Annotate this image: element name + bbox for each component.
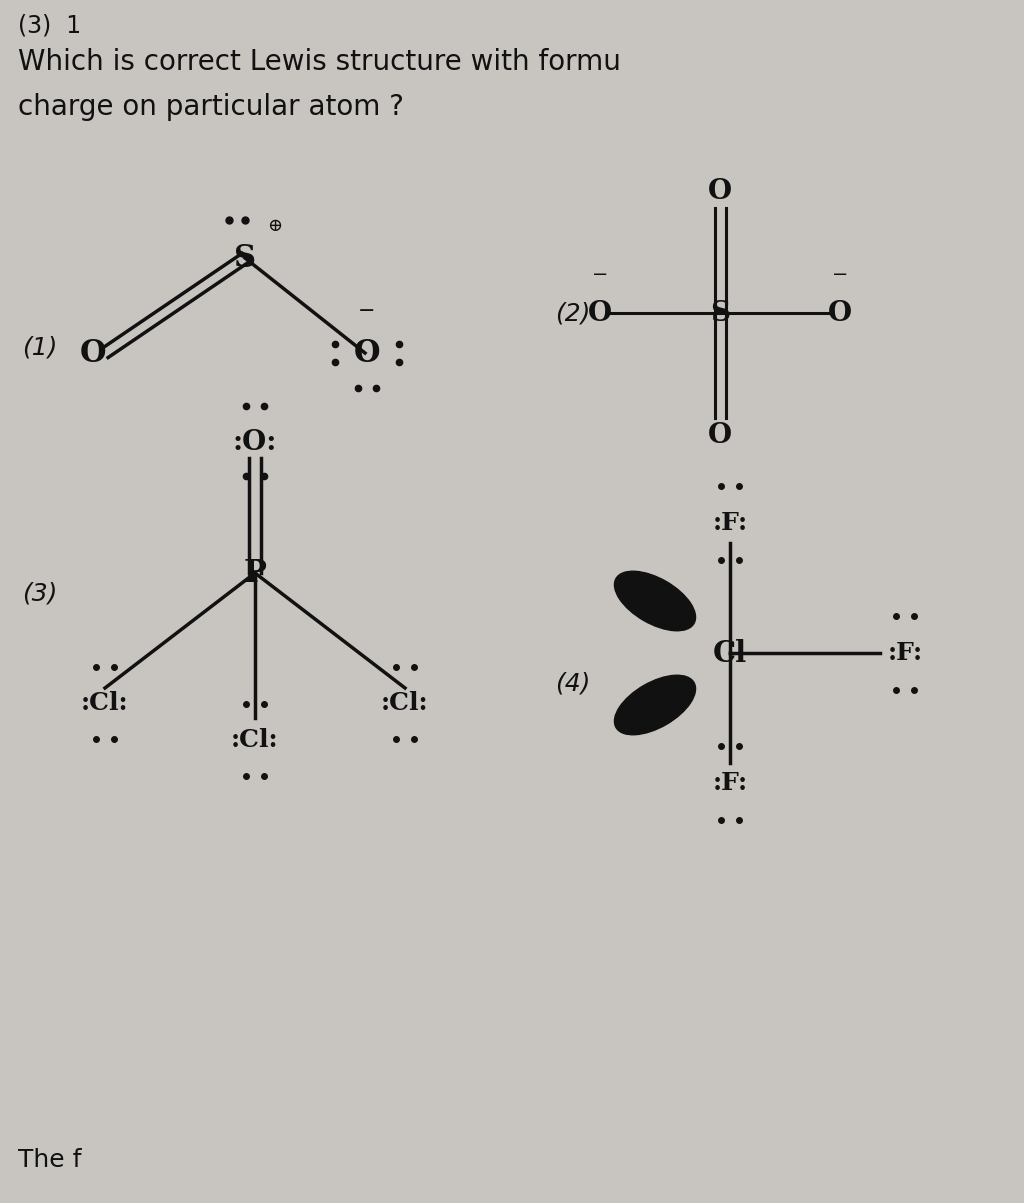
Text: (3): (3) [22, 581, 57, 605]
Text: O: O [828, 300, 852, 326]
Text: −: − [358, 302, 376, 320]
Text: (1): (1) [22, 336, 57, 360]
Text: ⊕: ⊕ [267, 217, 283, 235]
Text: S: S [233, 243, 256, 273]
Ellipse shape [614, 571, 695, 630]
Text: (2): (2) [555, 301, 591, 325]
Text: :F:: :F: [888, 641, 923, 665]
Text: O: O [708, 178, 732, 205]
Text: The f: The f [18, 1148, 82, 1172]
Text: :F:: :F: [713, 771, 748, 795]
Text: O: O [708, 421, 732, 449]
Text: O: O [353, 338, 380, 368]
Text: −: − [831, 266, 848, 284]
Text: Cl: Cl [713, 639, 748, 668]
Text: S: S [710, 300, 730, 326]
Ellipse shape [614, 675, 695, 735]
Text: :O:: :O: [232, 429, 278, 456]
Text: :Cl:: :Cl: [81, 691, 129, 715]
Text: O: O [588, 300, 612, 326]
Text: −: − [592, 266, 608, 284]
Text: :Cl:: :Cl: [381, 691, 429, 715]
Text: P: P [244, 557, 266, 588]
Text: charge on particular atom ?: charge on particular atom ? [18, 93, 404, 122]
Text: :Cl:: :Cl: [231, 728, 279, 752]
Text: (3)  1: (3) 1 [18, 13, 81, 37]
Text: O: O [80, 338, 106, 368]
Text: :F:: :F: [713, 511, 748, 535]
Text: (4): (4) [555, 671, 591, 695]
Text: Which is correct Lewis structure with formu: Which is correct Lewis structure with fo… [18, 48, 621, 76]
